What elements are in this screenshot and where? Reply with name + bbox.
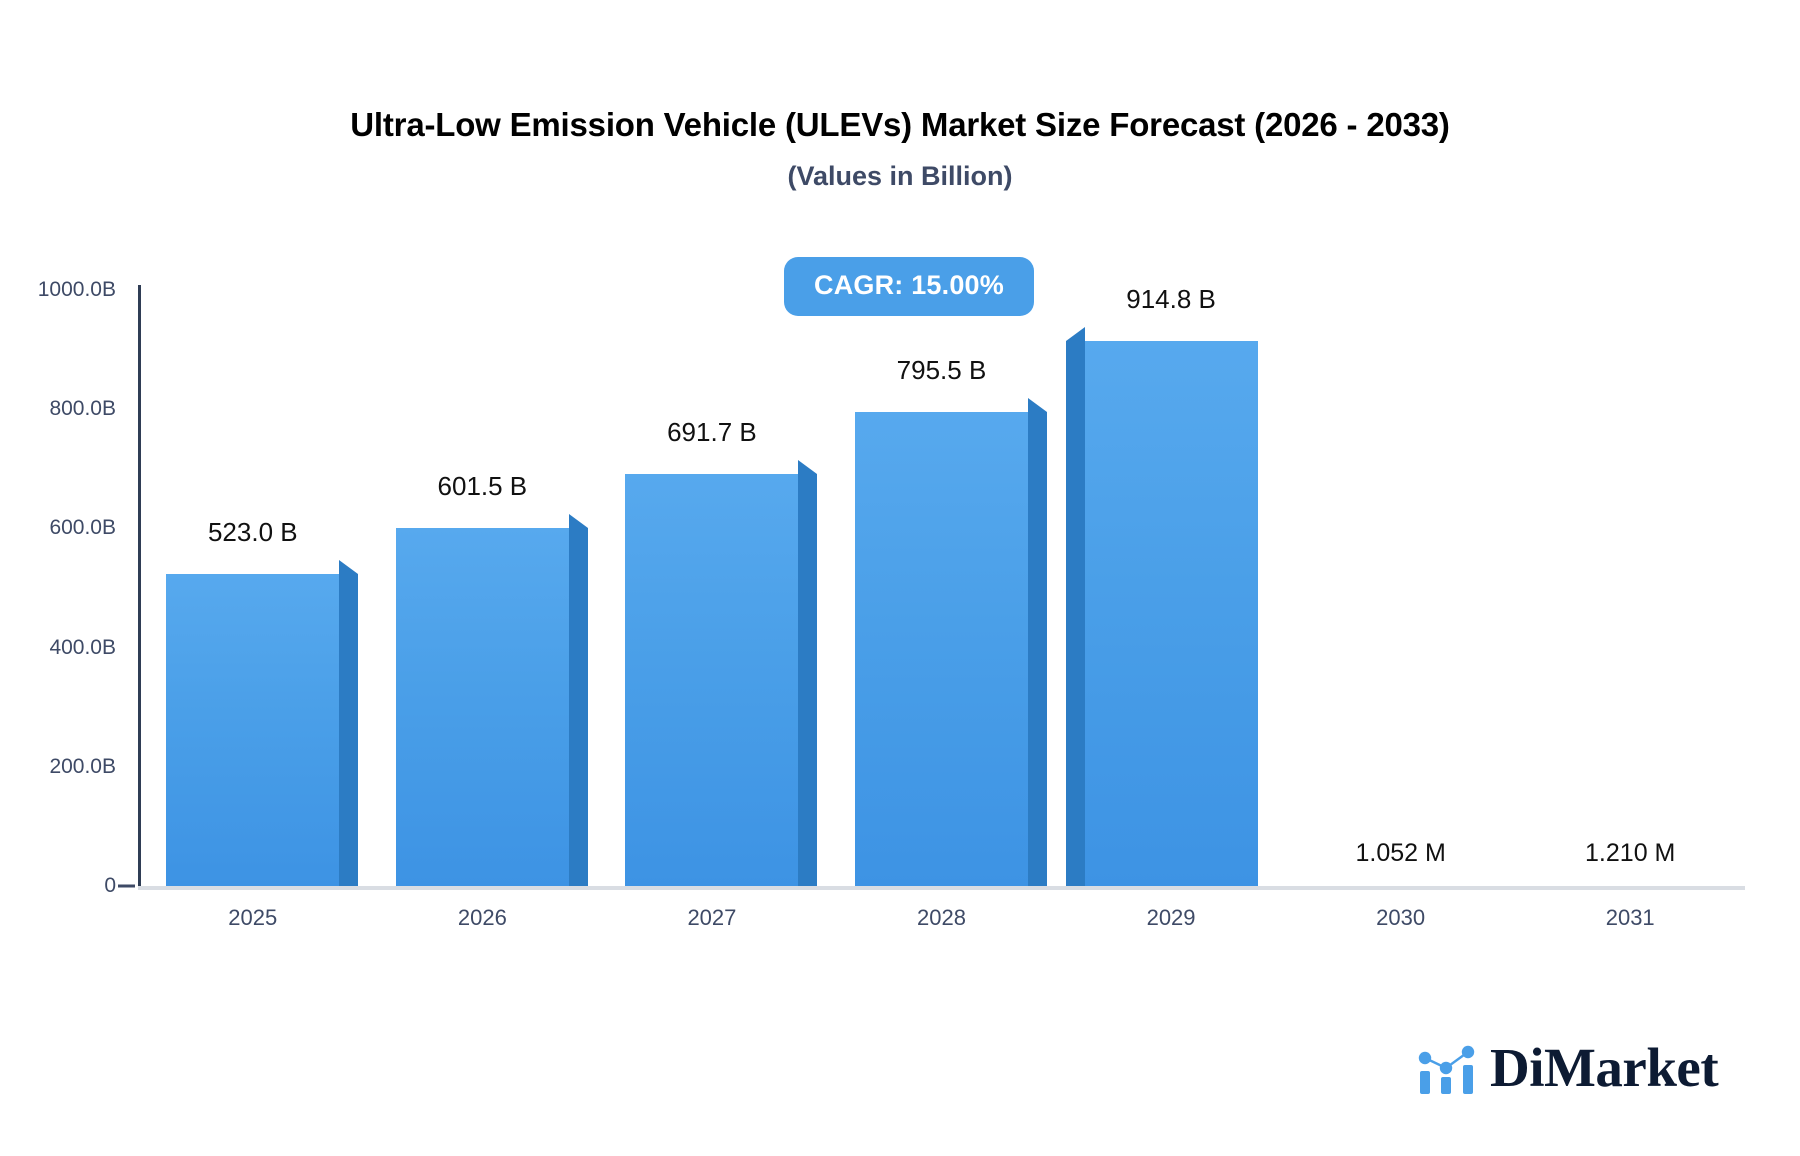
x-axis-tick-label: 2025 — [228, 905, 278, 930]
x-axis-tick-label: 2026 — [457, 905, 507, 930]
y-axis-tick-label: 200.0B — [49, 754, 116, 778]
y-axis-tick-label: 1000.0B — [37, 278, 116, 301]
bar-2027[interactable]: 691.7 B — [625, 417, 818, 886]
x-axis-tick-label: 2030 — [1376, 905, 1426, 930]
y-axis-tick-label: 0 — [104, 874, 116, 897]
x-axis-line — [138, 886, 1745, 890]
bar-side-face — [1065, 340, 1085, 886]
bar-front-face — [395, 527, 569, 886]
bar-2030[interactable]: 1.052 M — [1314, 839, 1487, 886]
bar-value-label: 601.5 B — [437, 470, 528, 501]
cagr-badge: CAGR: 15.00% — [784, 257, 1034, 316]
bar-2028[interactable]: 795.5 B — [855, 355, 1047, 886]
plot-area: 523.0 B 601.5 B 691.7 B 795.5 B 914.8 B 1.052… — [138, 284, 1745, 886]
x-axis-tick-label: 2031 — [1605, 905, 1655, 930]
brand-logo: DiMarket — [1418, 1037, 1719, 1098]
bar-side-face — [339, 574, 359, 886]
bar-top-bevel — [1065, 326, 1085, 341]
bar-value-label: 691.7 B — [667, 416, 757, 447]
bar-2029[interactable]: 914.8 B — [1065, 284, 1258, 886]
bar-side-face — [568, 527, 588, 886]
bar-value-label: 1.052 M — [1355, 839, 1446, 867]
x-axis-tick-label: 2027 — [687, 905, 737, 930]
x-axis-tick-label: 2029 — [1146, 905, 1196, 930]
bar-front-face — [625, 473, 799, 886]
bar-top-bevel — [568, 513, 588, 528]
bar-value-label: 914.8 B — [1126, 283, 1216, 314]
y-axis-tick-label: 600.0B — [49, 516, 116, 540]
logo-text: DiMarket — [1490, 1037, 1719, 1098]
bar-value-label: 1.210 M — [1585, 839, 1676, 867]
y-axis-tick-mark — [118, 884, 135, 888]
bar-side-face — [1028, 411, 1047, 886]
y-axis-tick-label: 400.0B — [49, 635, 116, 659]
bar-front-face — [1084, 340, 1258, 886]
bar-2031[interactable]: 1.210 M — [1544, 839, 1717, 886]
bar-front-face — [166, 574, 340, 886]
page-title: Ultra-Low Emission Vehicle (ULEVs) Marke… — [350, 106, 1450, 143]
chart-subtitle: (Values in Billion) — [787, 161, 1013, 191]
bar-value-label: 795.5 B — [896, 354, 987, 385]
bar-side-face — [798, 473, 818, 886]
bar-value-label: 523.0 B — [207, 517, 298, 548]
bar-2026[interactable]: 601.5 B — [395, 471, 588, 886]
bar-top-bevel — [1028, 397, 1047, 412]
bar-top-bevel — [339, 560, 359, 575]
bar-top-bevel — [798, 459, 818, 474]
x-axis-tick-label: 2028 — [917, 905, 966, 930]
bar-2025[interactable]: 523.0 B — [166, 517, 359, 886]
y-axis-line — [138, 285, 141, 888]
y-axis-tick-label: 800.0B — [49, 397, 116, 421]
title-block: Ultra-Low Emission Vehicle (ULEVs) Marke… — [0, 105, 1800, 193]
bar-front-face — [855, 411, 1028, 886]
bar-chart-icon — [1418, 1045, 1475, 1094]
